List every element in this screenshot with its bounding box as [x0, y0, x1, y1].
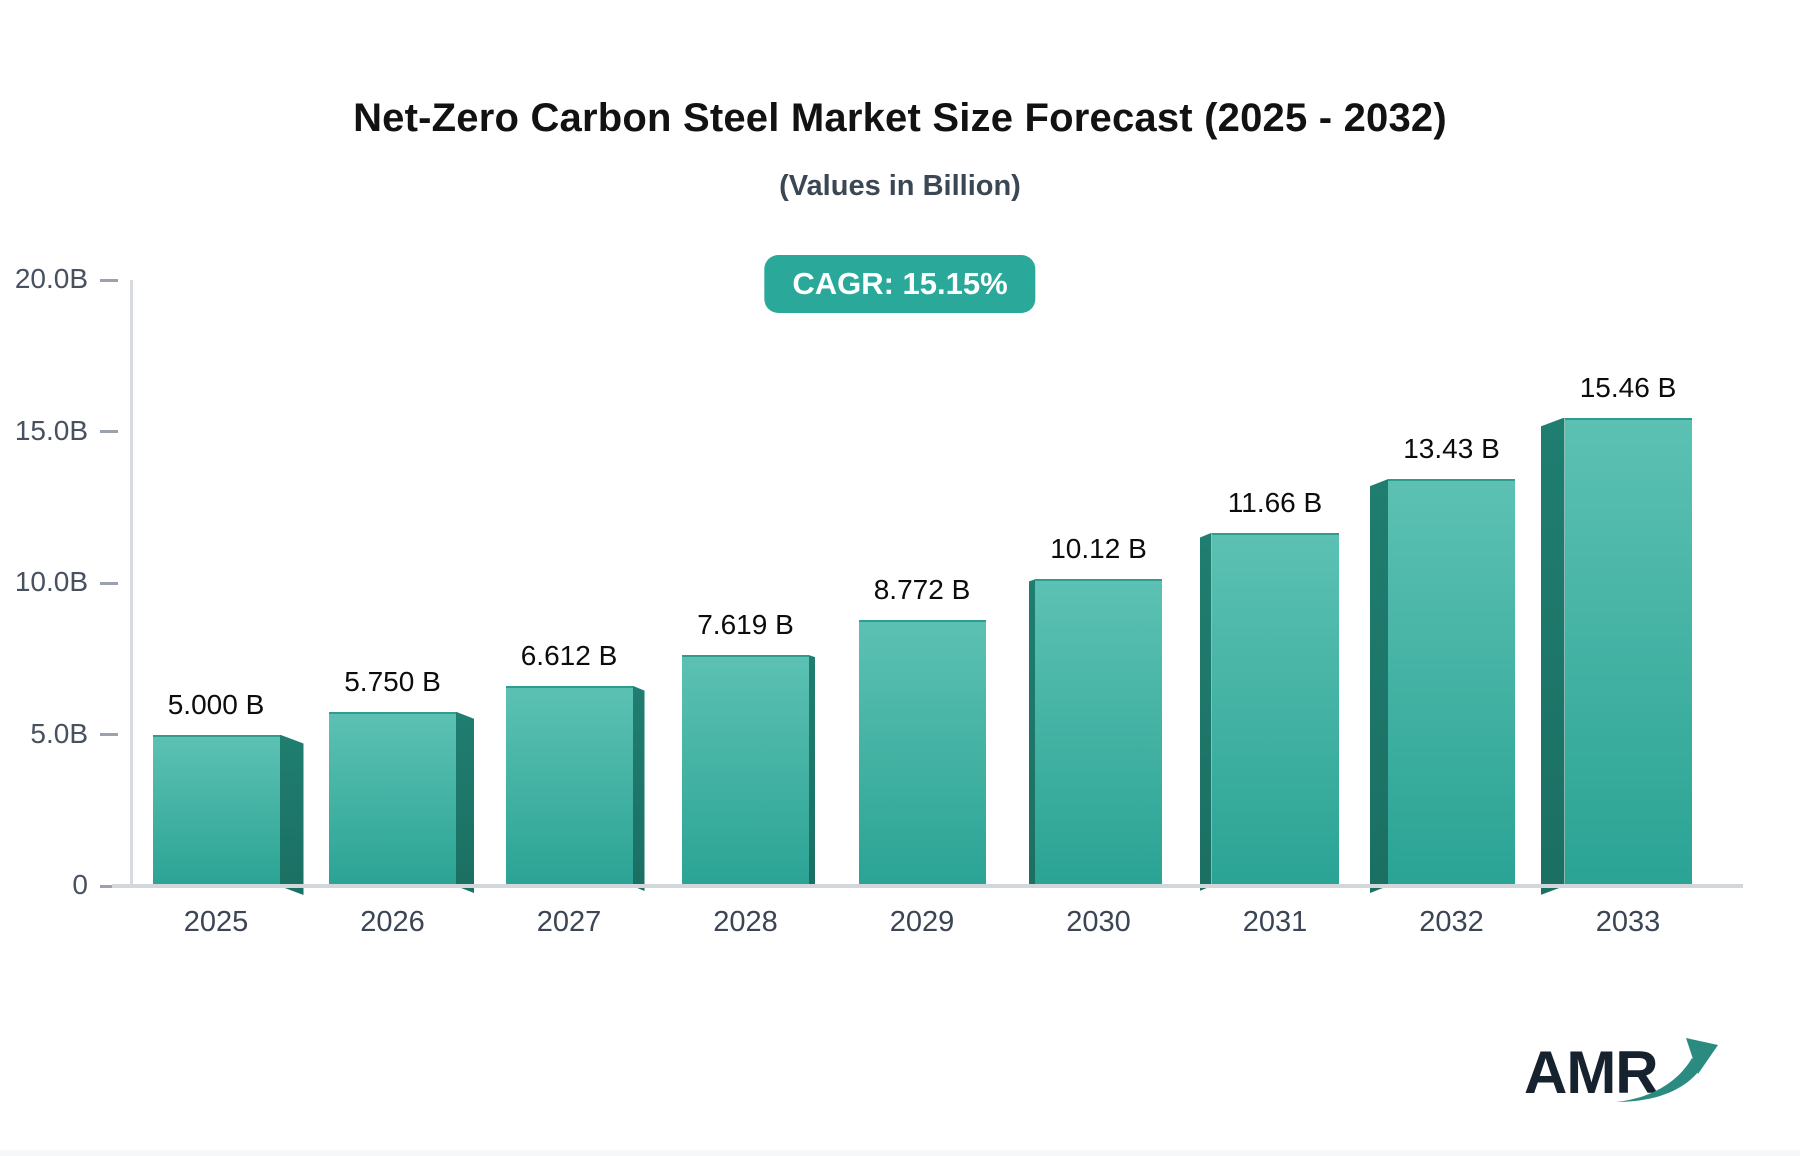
- bar-3d-side: [280, 735, 304, 896]
- bar-value-label: 11.66 B: [1227, 486, 1323, 518]
- bar-3d-side: [456, 712, 474, 893]
- amr-logo-text: AMR: [1524, 1039, 1659, 1106]
- x-axis-label: 2029: [889, 906, 955, 938]
- x-axis-label: 2030: [1066, 906, 1131, 938]
- amr-logo: AMR: [1524, 1030, 1724, 1120]
- y-axis-label: 15.0B: [14, 414, 88, 446]
- bar-value-label: 7.619 B: [697, 609, 794, 641]
- y-tick-mark: [100, 884, 118, 888]
- bar-value-label: 15.46 B: [1579, 371, 1677, 403]
- bar-2032: [1388, 479, 1515, 888]
- bar-3d-side: [633, 686, 645, 891]
- bar-2028: [682, 655, 809, 888]
- bar-3d-side: [809, 655, 815, 888]
- bar-2029: [858, 620, 986, 888]
- y-axis-label: 0: [72, 869, 88, 900]
- x-axis-label: 2027: [536, 906, 602, 938]
- bar-value-label: 8.772 B: [873, 574, 971, 606]
- y-tick-mark: [100, 581, 118, 585]
- bar-value-label: 5.000 B: [167, 688, 265, 720]
- bar-3d-side: [1200, 533, 1212, 891]
- bar-2025: [152, 734, 280, 888]
- x-axis-label: 2025: [183, 906, 249, 938]
- x-axis-label: 2032: [1419, 906, 1484, 938]
- y-axis-label: 10.0B: [14, 566, 88, 597]
- bar-2026: [329, 711, 456, 888]
- bar-3d-side: [1541, 418, 1565, 895]
- bar-value-label: 5.750 B: [344, 665, 441, 697]
- chart-subtitle: (Values in Billion): [779, 170, 1021, 202]
- x-axis-baseline: [112, 884, 1743, 888]
- x-axis-label: 2028: [713, 906, 778, 938]
- chart-title: Net-Zero Carbon Steel Market Size Foreca…: [353, 96, 1447, 140]
- bar-2027: [505, 685, 633, 888]
- x-axis-label: 2031: [1242, 906, 1308, 938]
- y-tick-mark: [100, 733, 118, 736]
- bar-3d-side: [1370, 479, 1388, 893]
- bar-value-label: 6.612 B: [520, 639, 618, 671]
- bottom-strip: [0, 1150, 1800, 1156]
- bar-3d-side: [1029, 579, 1035, 888]
- growth-arrow-icon: [1616, 1038, 1718, 1102]
- y-axis-line: [130, 280, 133, 888]
- bar-2030: [1035, 579, 1162, 888]
- y-tick-mark: [100, 430, 118, 433]
- x-axis-label: 2026: [360, 906, 425, 938]
- y-axis-label: 20.0B: [14, 263, 88, 294]
- y-axis-label: 5.0B: [30, 717, 88, 749]
- cagr-badge: CAGR: 15.15%: [764, 255, 1036, 313]
- bar-value-label: 10.12 B: [1050, 533, 1147, 565]
- bar-2033: [1564, 417, 1692, 888]
- bar-2031: [1211, 532, 1339, 888]
- bar-value-label: 13.43 B: [1403, 433, 1500, 465]
- y-tick-mark: [100, 278, 118, 282]
- x-axis-label: 2033: [1595, 906, 1661, 938]
